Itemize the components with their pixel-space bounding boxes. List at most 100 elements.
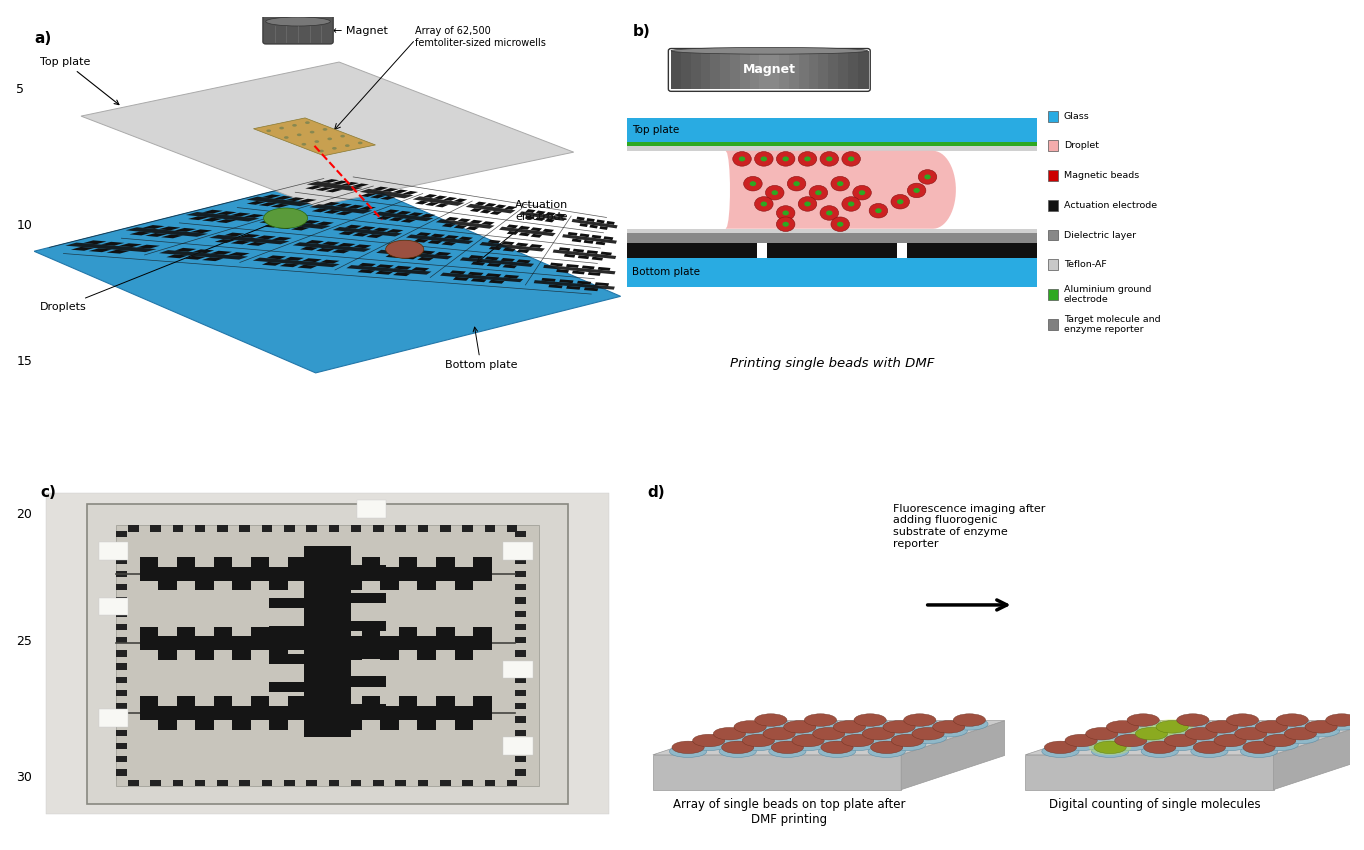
Bar	[907, 243, 1037, 258]
Bar	[374, 780, 383, 786]
Bar	[139, 696, 158, 706]
Polygon shape	[284, 257, 304, 261]
Text: Top plate: Top plate	[40, 57, 119, 105]
Polygon shape	[396, 211, 412, 215]
Ellipse shape	[734, 721, 767, 733]
Polygon shape	[262, 195, 281, 198]
Polygon shape	[386, 254, 402, 258]
Polygon shape	[259, 219, 331, 229]
Polygon shape	[517, 249, 529, 253]
Bar	[760, 51, 771, 89]
Ellipse shape	[672, 741, 704, 754]
Bar	[351, 525, 361, 532]
Ellipse shape	[671, 48, 868, 54]
Bar	[269, 598, 304, 609]
Bar	[325, 696, 344, 706]
Bar	[351, 565, 386, 575]
Text: 15: 15	[16, 354, 33, 368]
Bar	[417, 720, 436, 729]
Ellipse shape	[743, 177, 762, 191]
Bar	[98, 542, 128, 559]
Ellipse shape	[1142, 745, 1178, 757]
Ellipse shape	[859, 190, 865, 196]
Bar	[116, 531, 127, 537]
Ellipse shape	[750, 181, 756, 186]
Polygon shape	[587, 250, 597, 254]
Text: Top plate: Top plate	[632, 125, 679, 135]
Ellipse shape	[868, 745, 906, 757]
Bar	[454, 650, 473, 660]
Bar	[128, 525, 139, 532]
Bar	[711, 51, 722, 89]
Bar	[177, 696, 195, 706]
Ellipse shape	[889, 739, 926, 751]
Ellipse shape	[1177, 714, 1209, 726]
Text: Glass: Glass	[1064, 111, 1090, 121]
Bar	[739, 51, 750, 89]
Polygon shape	[453, 277, 469, 280]
Polygon shape	[71, 246, 94, 251]
Ellipse shape	[1063, 739, 1099, 751]
Polygon shape	[417, 257, 434, 261]
Ellipse shape	[319, 150, 323, 152]
Polygon shape	[252, 258, 340, 267]
Polygon shape	[360, 193, 376, 197]
Polygon shape	[435, 219, 495, 229]
Bar	[454, 581, 473, 590]
Bar	[307, 650, 325, 660]
Polygon shape	[247, 201, 266, 205]
Polygon shape	[301, 220, 321, 224]
Bar	[516, 729, 525, 736]
Bar	[1048, 230, 1058, 241]
Bar	[116, 756, 127, 762]
Bar	[325, 626, 344, 637]
Polygon shape	[158, 226, 180, 230]
Polygon shape	[401, 256, 417, 259]
Polygon shape	[423, 194, 438, 198]
Bar	[116, 769, 127, 776]
Polygon shape	[572, 239, 581, 242]
Polygon shape	[726, 150, 956, 229]
Polygon shape	[382, 188, 398, 192]
Polygon shape	[446, 217, 458, 221]
Polygon shape	[580, 234, 589, 237]
Polygon shape	[544, 218, 555, 223]
Bar	[116, 584, 127, 590]
Ellipse shape	[837, 222, 843, 227]
Polygon shape	[607, 221, 615, 224]
Ellipse shape	[754, 196, 773, 212]
Polygon shape	[89, 248, 112, 252]
Text: Actuation electrode: Actuation electrode	[1064, 201, 1157, 210]
Bar	[284, 525, 295, 532]
Ellipse shape	[693, 734, 724, 747]
Bar	[417, 780, 428, 786]
Polygon shape	[525, 216, 535, 219]
Ellipse shape	[1154, 725, 1191, 737]
Ellipse shape	[301, 143, 307, 145]
Ellipse shape	[910, 732, 947, 744]
Bar	[627, 243, 757, 258]
Ellipse shape	[782, 725, 818, 737]
Ellipse shape	[891, 734, 923, 747]
Polygon shape	[550, 263, 563, 266]
Ellipse shape	[821, 741, 852, 754]
Ellipse shape	[1103, 725, 1142, 737]
Polygon shape	[573, 249, 584, 252]
Polygon shape	[224, 233, 244, 236]
Bar	[269, 682, 304, 692]
Text: Target molecule and
enzyme reporter: Target molecule and enzyme reporter	[1064, 314, 1161, 334]
Polygon shape	[402, 249, 420, 252]
Bar	[116, 558, 127, 564]
Ellipse shape	[1065, 734, 1097, 747]
Bar	[788, 51, 799, 89]
Ellipse shape	[771, 741, 803, 754]
Polygon shape	[484, 203, 496, 207]
Polygon shape	[336, 203, 352, 207]
Ellipse shape	[761, 156, 767, 162]
Bar	[381, 581, 400, 590]
Polygon shape	[548, 285, 563, 288]
Bar	[516, 690, 525, 696]
Bar	[214, 626, 232, 637]
Bar	[344, 720, 361, 729]
Polygon shape	[441, 273, 524, 282]
